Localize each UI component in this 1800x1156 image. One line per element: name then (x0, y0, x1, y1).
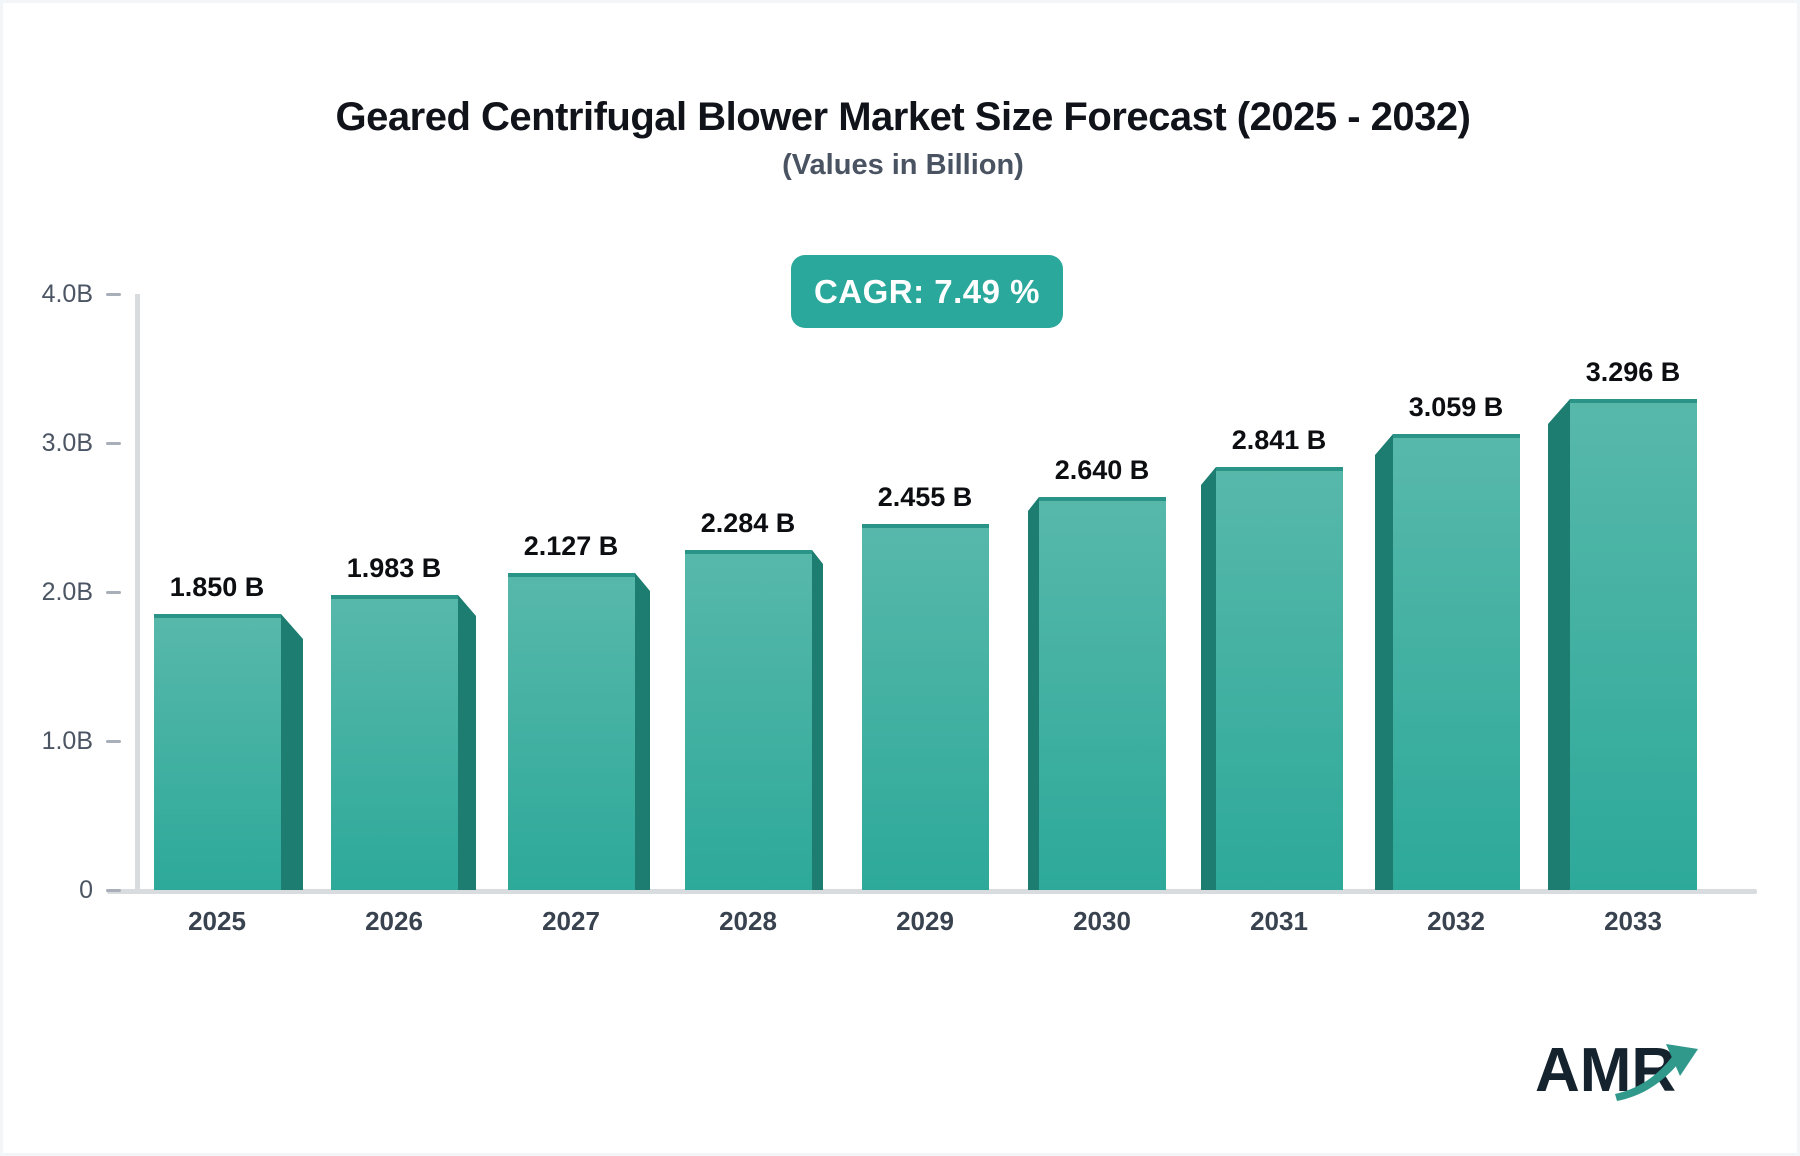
bar-value-label-2027: 2.127 B (523, 531, 619, 561)
bar-value-label-2026: 1.983 B (346, 553, 442, 583)
x-axis-label-2027: 2027 (542, 906, 600, 936)
bar-side-face-2033 (1548, 399, 1570, 890)
bar-face-2033 (1570, 399, 1697, 890)
bar-value-label-2033: 3.296 B (1585, 357, 1681, 387)
amr-logo-svg: AMR (1535, 1036, 1698, 1105)
cagr-badge-label: CAGR: 7.49 % (813, 272, 1041, 310)
bar-side-face-2026 (458, 595, 476, 890)
cagr-badge: CAGR: 7.49 % (791, 255, 1063, 328)
x-axis-label-2033: 2033 (1604, 906, 1662, 936)
bar-side-face-2025 (281, 614, 303, 890)
amr-logo: AMR (1531, 1033, 1716, 1117)
bar-face-2028 (685, 550, 812, 890)
bar-side-face-2030 (1028, 497, 1039, 890)
bar-value-label-2032: 3.059 B (1408, 392, 1504, 422)
bar-2031 (1201, 467, 1343, 890)
y-tick-label-4.0B: 4.0B (41, 280, 93, 308)
bar-2033 (1548, 399, 1697, 890)
chart-subtitle: (Values in Billion) (782, 149, 1024, 181)
amr-logo-text: AMR (1535, 1036, 1676, 1105)
bar-2030 (1028, 497, 1166, 890)
y-tick-label-0: 0 (79, 876, 93, 904)
y-tick-label-2.0B: 2.0B (41, 578, 93, 606)
x-axis-label-2032: 2032 (1427, 906, 1485, 936)
bar-side-face-2031 (1201, 467, 1216, 890)
bar-2028 (685, 550, 823, 890)
bar-face-2029 (862, 524, 989, 890)
bar-face-2030 (1039, 497, 1166, 890)
x-axis-label-2025: 2025 (188, 906, 246, 936)
x-axis-label-2030: 2030 (1073, 906, 1131, 936)
bar-face-2026 (331, 595, 458, 890)
bar-value-label-2028: 2.284 B (700, 508, 796, 538)
bar-2025 (154, 614, 303, 890)
y-axis-line (135, 294, 140, 890)
bar-value-label-2030: 2.640 B (1054, 455, 1150, 485)
bar-value-label-2029: 2.455 B (877, 482, 973, 512)
x-axis-label-2029: 2029 (896, 906, 954, 936)
x-axis-label-2031: 2031 (1250, 906, 1308, 936)
bar-2026 (331, 595, 476, 890)
chart-title: Geared Centrifugal Blower Market Size Fo… (335, 95, 1471, 139)
bar-side-face-2032 (1375, 434, 1393, 890)
bar-face-2031 (1216, 467, 1343, 890)
bar-face-2025 (154, 614, 281, 890)
y-tick-label-1.0B: 1.0B (41, 727, 93, 755)
growth-arrow-head-icon (1666, 1044, 1698, 1076)
bar-side-face-2027 (635, 573, 650, 890)
y-tick-label-3.0B: 3.0B (41, 429, 93, 457)
x-axis-baseline (107, 889, 1757, 894)
bar-value-label-2025: 1.850 B (169, 572, 265, 602)
growth-arrow-tail-icon (1615, 1054, 1681, 1101)
x-axis-label-2028: 2028 (719, 906, 777, 936)
y-tick-dash-2.0B (106, 591, 121, 594)
bar-2029 (862, 524, 989, 890)
x-axis-label-2026: 2026 (365, 906, 423, 936)
y-tick-dash-4.0B (106, 293, 121, 296)
bar-value-label-2031: 2.841 B (1231, 425, 1327, 455)
bar-face-2027 (508, 573, 635, 890)
bar-side-face-2028 (812, 550, 823, 890)
y-tick-dash-0 (106, 889, 121, 892)
y-tick-dash-3.0B (106, 442, 121, 445)
bar-face-2032 (1393, 434, 1520, 890)
bar-2027 (508, 573, 650, 890)
y-tick-dash-1.0B (106, 740, 121, 743)
bar-2032 (1375, 434, 1520, 890)
